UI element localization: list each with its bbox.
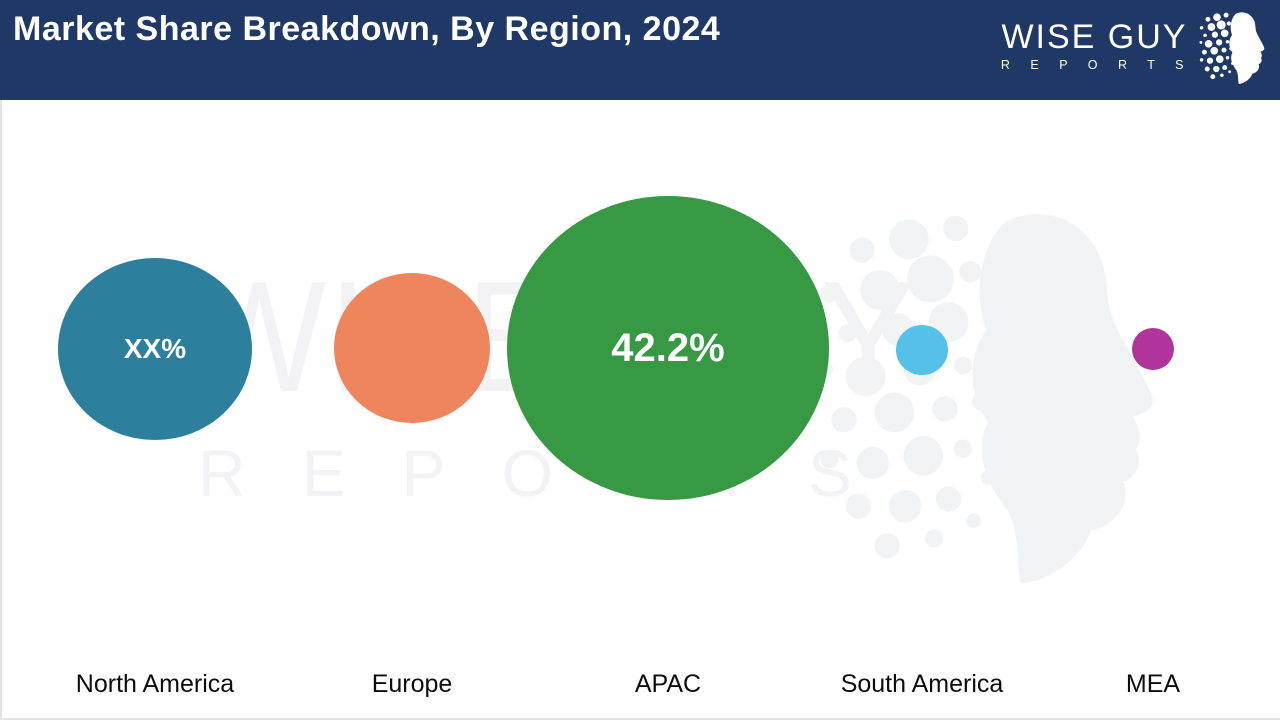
- bubble-north-america: XX%: [58, 258, 252, 440]
- category-label-south-america: South America: [840, 670, 1004, 698]
- page-title: Market Share Breakdown, By Region, 2024: [13, 10, 721, 48]
- brand-name: WISE GUY: [1001, 18, 1188, 56]
- bubble-layer: XX% 42.2%: [2, 100, 1280, 718]
- bubble-value-label: XX%: [123, 333, 187, 364]
- header-bar: Market Share Breakdown, By Region, 2024 …: [0, 0, 1280, 100]
- category-label-apac: APAC: [634, 670, 702, 698]
- brand-logo-text: WISE GUY R E P O R T S: [997, 18, 1192, 72]
- bubble-europe: [334, 273, 490, 423]
- bubble-apac: 42.2%: [507, 196, 829, 500]
- dotted-head-icon: [1199, 12, 1265, 85]
- bubble-value-label: 42.2%: [611, 325, 725, 370]
- brand-subtitle: R E P O R T S: [1000, 57, 1192, 72]
- category-label-north-america: North America: [75, 670, 235, 698]
- category-label-europe: Europe: [371, 670, 453, 698]
- chart-area: WISE GUY REPORTS: [0, 100, 1280, 720]
- category-labels: North America Europe APAC South America MEA: [2, 100, 1280, 718]
- brand-logo: WISE GUY R E P O R T S: [997, 0, 1280, 100]
- category-label-mea: MEA: [1125, 670, 1181, 698]
